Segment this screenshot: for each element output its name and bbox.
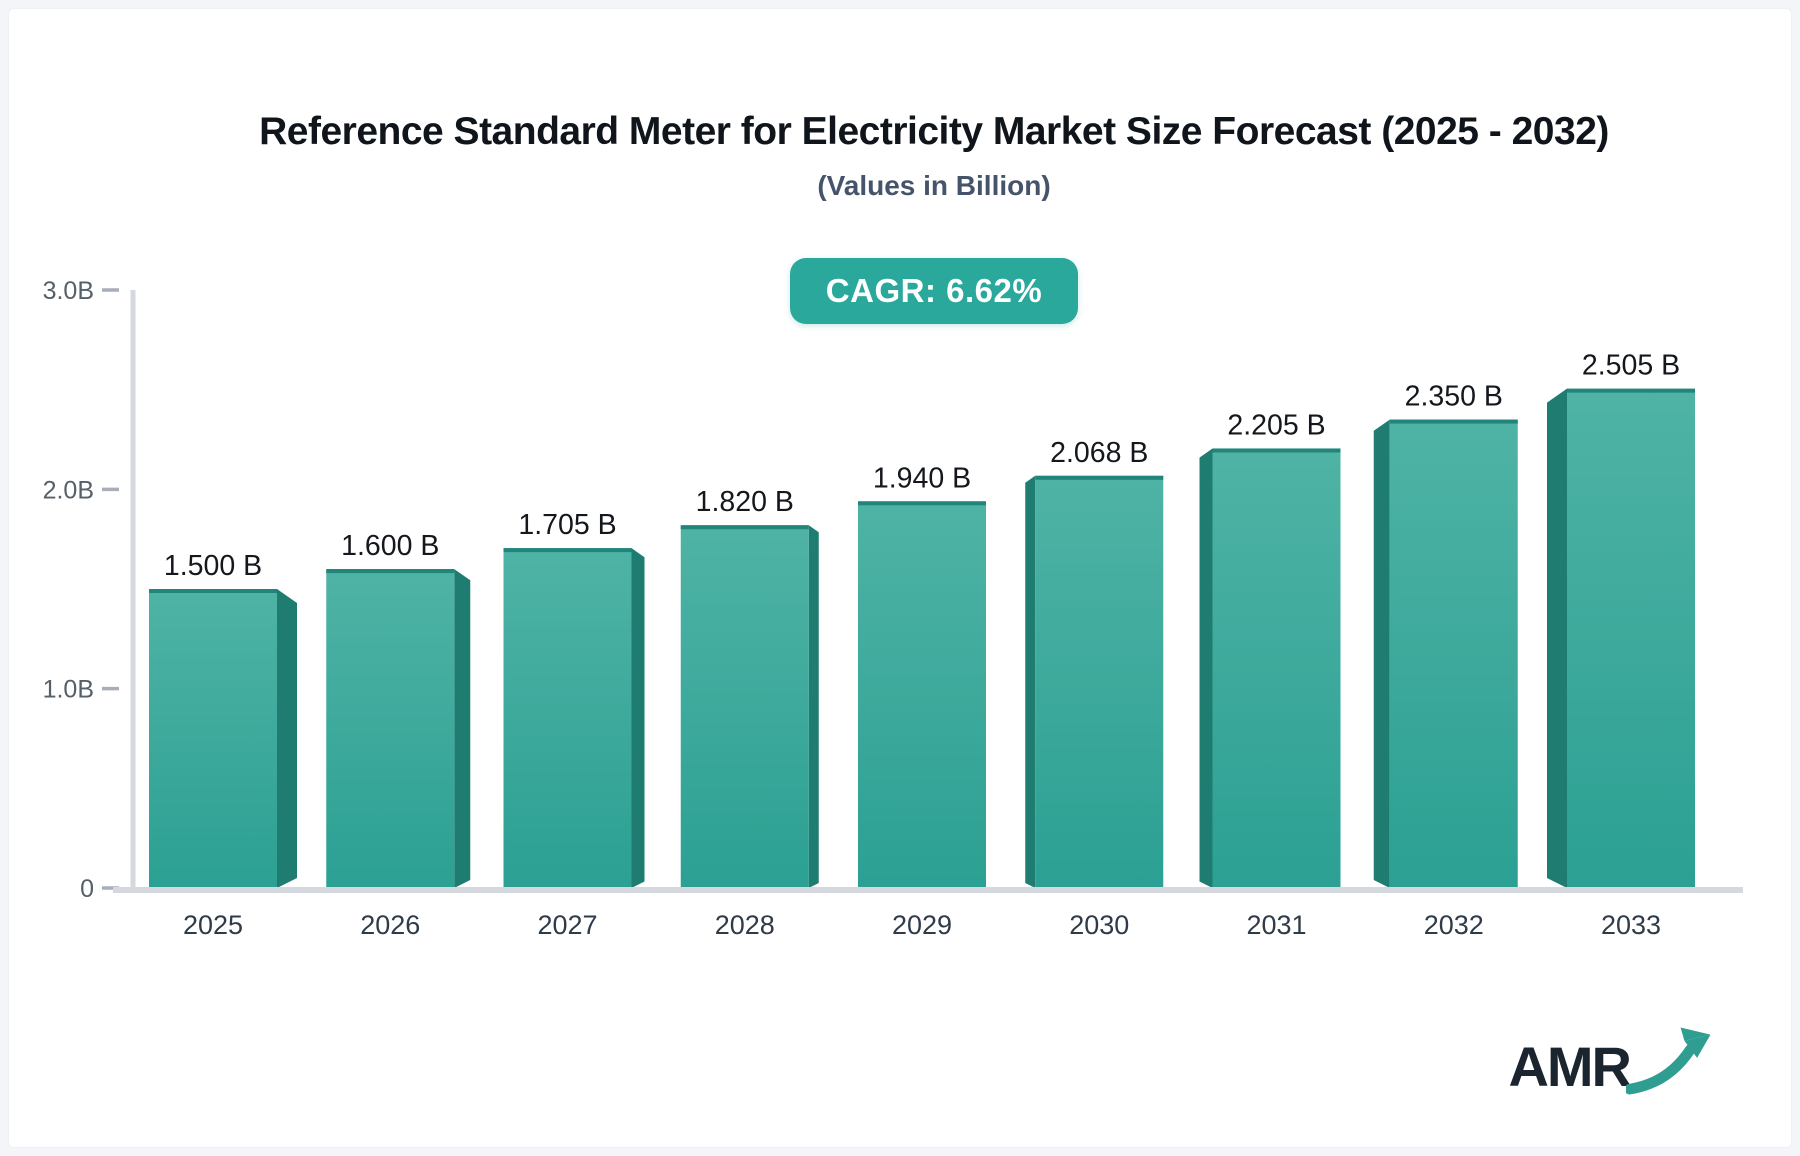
bar-2027 (503, 548, 632, 890)
x-tick-label: 2025 (183, 910, 243, 940)
bar-2026 (326, 569, 455, 890)
bar-top-edge (1389, 419, 1518, 424)
bar-value-label: 1.820 B (696, 486, 794, 518)
bar-side-2030 (1025, 475, 1036, 888)
bar-top-edge (149, 589, 277, 593)
bar-side-2026 (454, 569, 471, 888)
bar-side-2025 (277, 589, 297, 888)
bar-value-label: 1.705 B (518, 509, 616, 541)
cagr-badge-row: CAGR: 6.62% (80, 258, 1788, 324)
bar-top-edge (680, 525, 809, 530)
bar-top-edge (1212, 448, 1341, 453)
bar-value-label: 2.205 B (1227, 409, 1325, 441)
bar-2031 (1212, 448, 1341, 890)
x-tick-label: 2026 (360, 910, 420, 940)
bar-side-2031 (1199, 448, 1213, 888)
bar-2029 (858, 501, 986, 890)
bar-value-label: 1.600 B (341, 530, 439, 562)
bar-value-label: 1.500 B (164, 550, 262, 582)
x-tick-label: 2032 (1424, 910, 1484, 940)
y-tick-label: 0 (80, 875, 94, 903)
bar-side-2032 (1373, 419, 1390, 888)
bar-top-edge (1035, 475, 1164, 480)
bar-top-edge (326, 569, 455, 574)
bar-2033 (1567, 388, 1695, 890)
x-tick-label: 2029 (892, 910, 952, 940)
bar-value-label: 2.068 B (1050, 437, 1148, 469)
x-tick-label: 2031 (1246, 910, 1306, 940)
amr-logo: AMR (1508, 1025, 1714, 1108)
y-tick-label: 3.0B (43, 277, 94, 305)
y-tick-label: 1.0B (43, 676, 94, 704)
trend-arrow-icon (1624, 1025, 1714, 1102)
bar-2025 (149, 589, 277, 890)
x-tick-label: 2033 (1601, 910, 1661, 940)
bar-top-edge (503, 548, 632, 553)
bar-top-edge (858, 501, 986, 506)
bar-side-2033 (1547, 388, 1567, 888)
x-tick-label: 2030 (1069, 910, 1129, 940)
y-tick-label: 2.0B (43, 476, 94, 504)
bar-side-2028 (808, 525, 819, 888)
bar-value-label: 2.350 B (1405, 381, 1503, 413)
x-tick-label: 2027 (537, 910, 597, 940)
bar-value-label: 2.505 B (1582, 350, 1680, 382)
x-tick-label: 2028 (715, 910, 775, 940)
bar-side-2027 (631, 548, 645, 888)
bar-2032 (1389, 419, 1518, 890)
bar-2028 (680, 525, 809, 890)
bar-value-label: 1.940 B (873, 462, 971, 494)
amr-logo-text: AMR (1508, 1034, 1632, 1098)
bar-2030 (1035, 475, 1164, 890)
cagr-badge: CAGR: 6.62% (789, 258, 1079, 324)
bar-top-edge (1567, 388, 1695, 393)
